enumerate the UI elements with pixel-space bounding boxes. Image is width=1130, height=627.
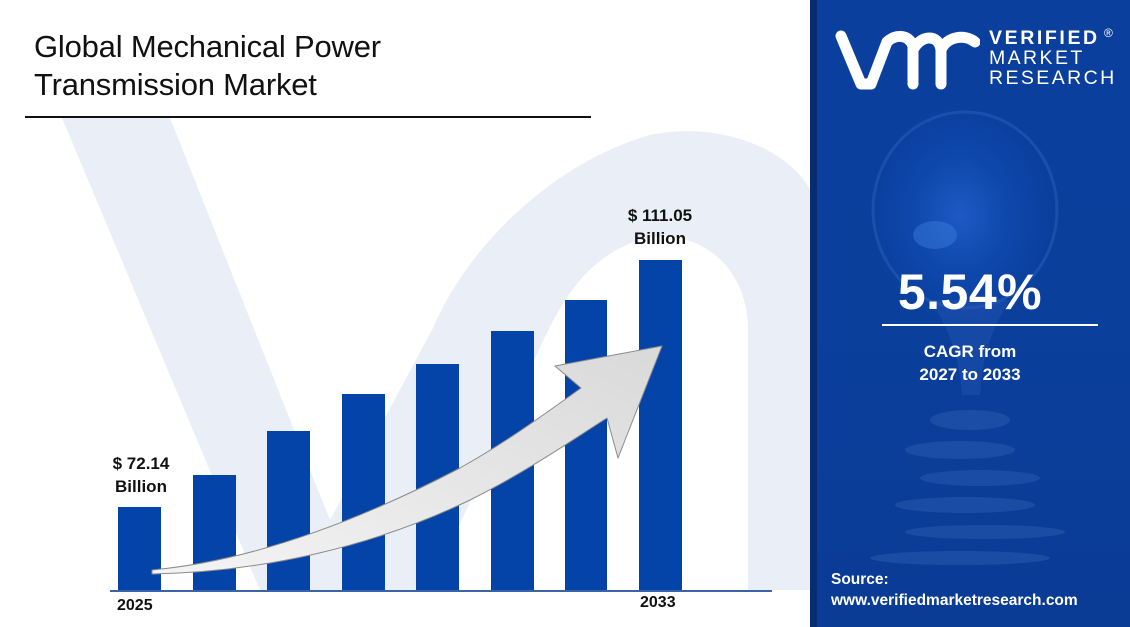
cagr-value: 5.54% bbox=[897, 264, 1043, 320]
brand-name: VERIFIED MARKET RESEARCH bbox=[989, 28, 1117, 88]
bar-chart: $ 72.14 Billion $ 111.05 Billion 2025 20… bbox=[100, 204, 772, 614]
brand-line-3: RESEARCH bbox=[989, 67, 1117, 89]
panel-edge bbox=[810, 0, 817, 627]
x-tick-2025: 2025 bbox=[117, 597, 153, 614]
end-value-unit: Billion bbox=[634, 229, 686, 248]
x-axis-line bbox=[110, 590, 772, 592]
chart-area: Global Mechanical Power Transmission Mar… bbox=[25, 28, 810, 614]
bar-2029 bbox=[416, 364, 459, 590]
brand-line-1: VERIFIED bbox=[989, 27, 1100, 49]
source-url[interactable]: www.verifiedmarketresearch.com bbox=[831, 592, 1078, 609]
end-value-label: $ 111.05 Billion bbox=[614, 204, 706, 250]
start-value-unit: Billion bbox=[115, 477, 167, 496]
start-value-amount: $ 72.14 bbox=[112, 454, 170, 473]
source-label: Source: bbox=[831, 571, 889, 588]
title-line-1: Global Mechanical Power bbox=[34, 29, 381, 64]
bar-2032 bbox=[639, 260, 682, 590]
bar-2026 bbox=[193, 475, 236, 590]
info-panel: VERIFIED MARKET RESEARCH ® 5.54% CAGR fr… bbox=[810, 0, 1130, 627]
bar-2028 bbox=[342, 394, 385, 590]
start-value-label: $ 72.14 Billion bbox=[100, 452, 182, 498]
bar-2027 bbox=[267, 431, 310, 590]
cagr-caption: CAGR from 2027 to 2033 bbox=[810, 340, 1130, 386]
x-tick-2033: 2033 bbox=[640, 594, 676, 611]
vmr-logo-icon bbox=[835, 30, 980, 90]
bar-2030 bbox=[491, 331, 534, 590]
end-value-amount: $ 111.05 bbox=[627, 206, 693, 225]
cagr-caption-line-1: CAGR from bbox=[923, 342, 1017, 361]
cagr-divider bbox=[882, 324, 1098, 326]
source-note: Source: www.verifiedmarketresearch.com bbox=[831, 569, 1078, 611]
title-line-2: Transmission Market bbox=[34, 67, 317, 102]
bar-2025 bbox=[118, 507, 161, 590]
registered-mark: ® bbox=[1104, 26, 1113, 40]
lightbulb-background-icon bbox=[870, 110, 1065, 565]
bar-2031 bbox=[565, 300, 607, 590]
brand-line-2: MARKET bbox=[989, 47, 1085, 69]
cagr-caption-line-2: 2027 to 2033 bbox=[919, 365, 1021, 384]
page-title: Global Mechanical Power Transmission Mar… bbox=[34, 28, 381, 104]
title-divider bbox=[25, 116, 591, 118]
